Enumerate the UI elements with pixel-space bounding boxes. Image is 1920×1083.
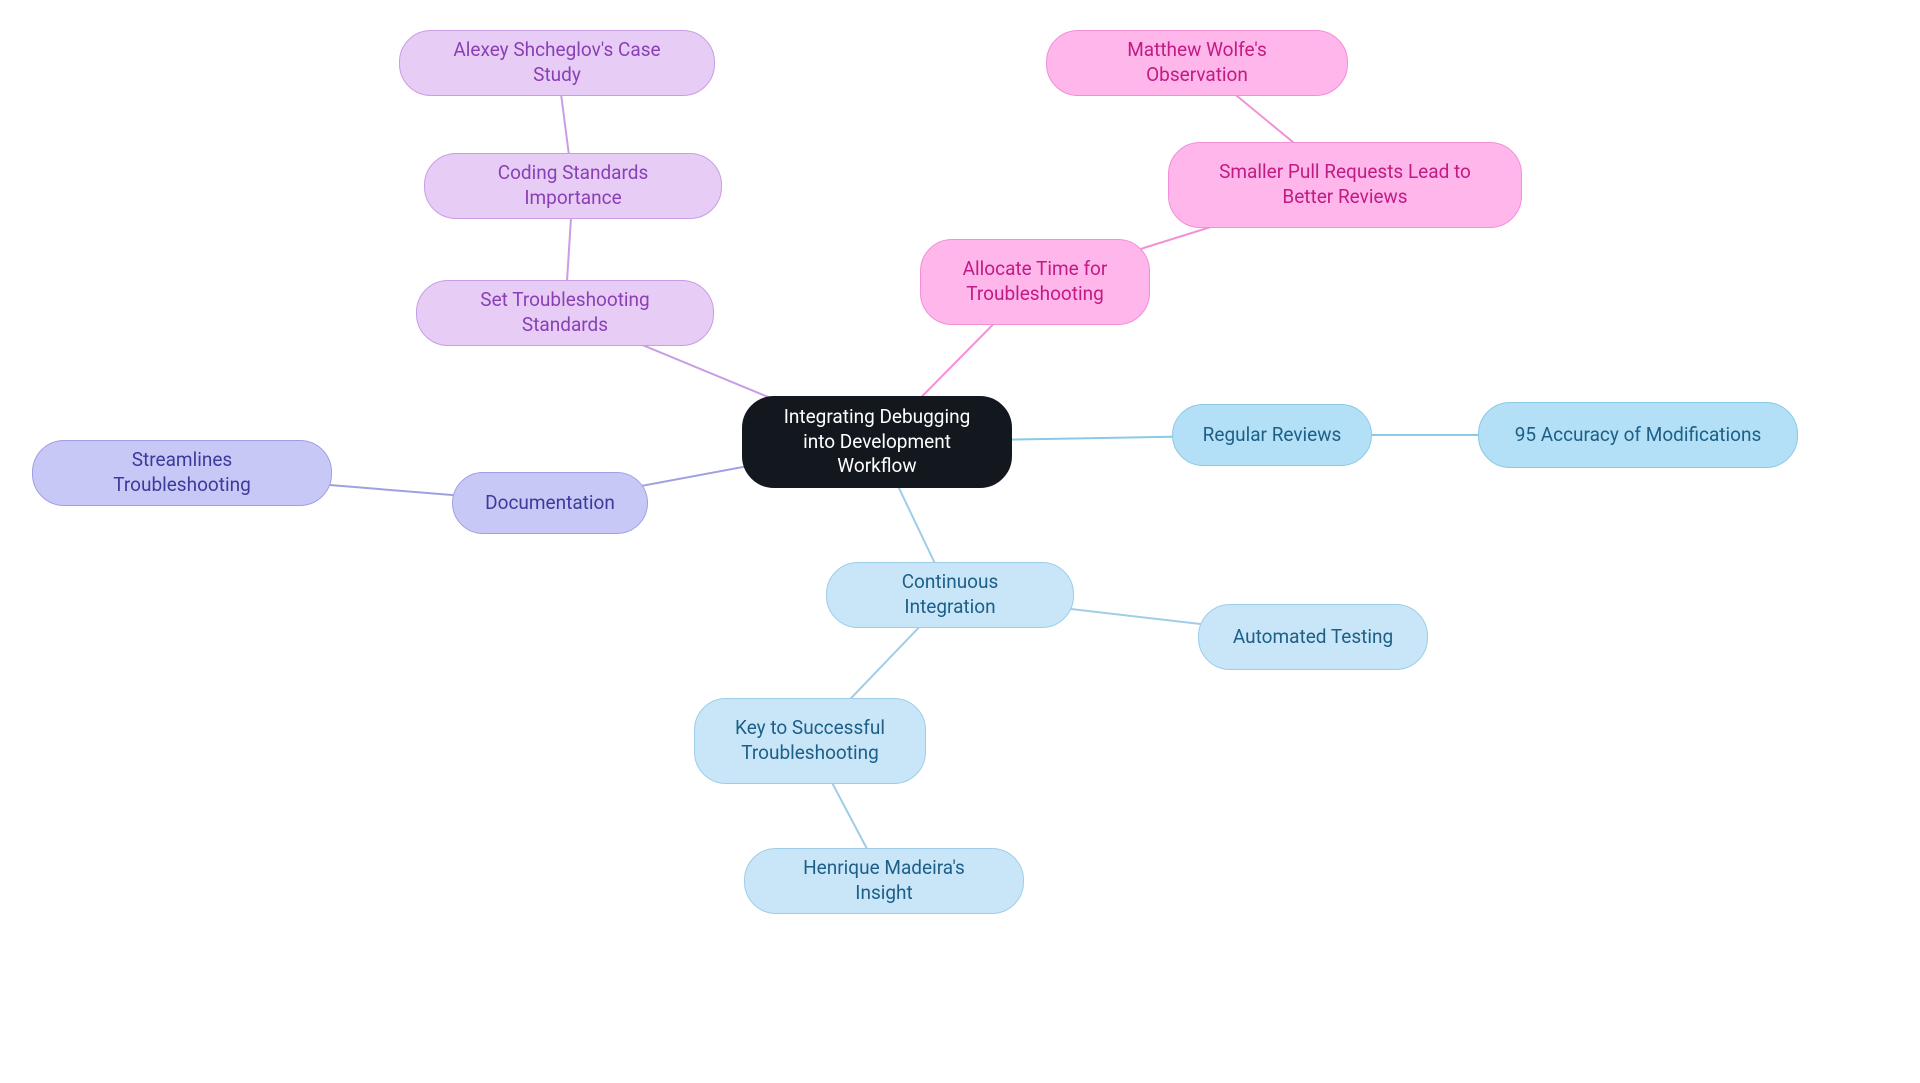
node-label: Coding Standards Importance	[453, 161, 693, 210]
node-coding: Coding Standards Importance	[424, 153, 722, 219]
node-allocate: Allocate Time for Troubleshooting	[920, 239, 1150, 325]
mindmap-canvas: Integrating Debugging into Development W…	[0, 0, 1920, 1083]
node-label: Henrique Madeira's Insight	[773, 856, 995, 905]
node-label: Set Troubleshooting Standards	[445, 288, 685, 337]
node-documentation: Documentation	[452, 472, 648, 534]
node-regular: Regular Reviews	[1172, 404, 1372, 466]
edge-layer	[0, 0, 1920, 1083]
node-henrique: Henrique Madeira's Insight	[744, 848, 1024, 914]
node-streamlines: Streamlines Troubleshooting	[32, 440, 332, 506]
node-alexey: Alexey Shcheglov's Case Study	[399, 30, 715, 96]
node-standards: Set Troubleshooting Standards	[416, 280, 714, 346]
node-accuracy: 95 Accuracy of Modifications	[1478, 402, 1798, 468]
node-label: Smaller Pull Requests Lead to Better Rev…	[1197, 160, 1493, 209]
node-ci: Continuous Integration	[826, 562, 1074, 628]
node-label: Integrating Debugging into Development W…	[771, 405, 983, 479]
node-label: Matthew Wolfe's Observation	[1075, 38, 1319, 87]
node-root: Integrating Debugging into Development W…	[742, 396, 1012, 488]
node-label: Regular Reviews	[1203, 423, 1342, 448]
node-label: 95 Accuracy of Modifications	[1515, 423, 1762, 448]
node-smaller: Smaller Pull Requests Lead to Better Rev…	[1168, 142, 1522, 228]
node-label: Allocate Time for Troubleshooting	[949, 257, 1121, 306]
node-label: Key to Successful Troubleshooting	[723, 716, 897, 765]
node-label: Documentation	[485, 491, 615, 516]
node-label: Streamlines Troubleshooting	[61, 448, 303, 497]
node-label: Automated Testing	[1233, 625, 1393, 650]
node-matthew: Matthew Wolfe's Observation	[1046, 30, 1348, 96]
node-label: Alexey Shcheglov's Case Study	[428, 38, 686, 87]
node-automated: Automated Testing	[1198, 604, 1428, 670]
node-key: Key to Successful Troubleshooting	[694, 698, 926, 784]
node-label: Continuous Integration	[855, 570, 1045, 619]
